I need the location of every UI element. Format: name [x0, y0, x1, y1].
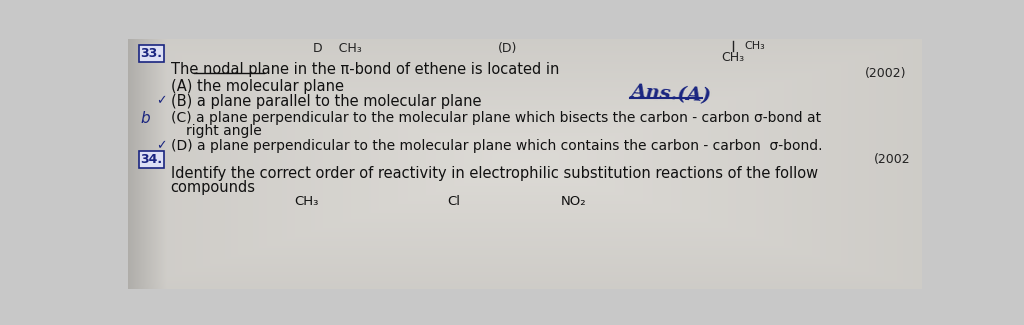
Text: ✓: ✓ [156, 139, 167, 152]
Text: 34.: 34. [140, 153, 163, 166]
FancyBboxPatch shape [139, 45, 164, 62]
Text: CH₃: CH₃ [744, 41, 765, 51]
Text: (B) a plane parallel to the molecular plane: (B) a plane parallel to the molecular pl… [171, 95, 481, 110]
Text: Identify the correct order of reactivity in electrophilic substitution reactions: Identify the correct order of reactivity… [171, 166, 818, 181]
Text: (A) the molecular plane: (A) the molecular plane [171, 79, 344, 94]
Text: ✓: ✓ [156, 95, 167, 108]
Text: CH₃: CH₃ [721, 51, 744, 64]
Text: right angle: right angle [186, 124, 262, 138]
Text: (C) a plane perpendicular to the molecular plane which bisects the carbon - carb: (C) a plane perpendicular to the molecul… [171, 111, 821, 124]
Text: (D): (D) [498, 42, 517, 55]
Text: (2002: (2002 [874, 153, 910, 166]
Text: (D) a plane perpendicular to the molecular plane which contains the carbon - car: (D) a plane perpendicular to the molecul… [171, 139, 822, 153]
Text: Ans.(A): Ans.(A) [630, 83, 712, 105]
FancyBboxPatch shape [139, 151, 164, 168]
Text: compounds: compounds [171, 180, 256, 195]
Text: (2002): (2002) [865, 67, 907, 80]
Text: CH₃: CH₃ [294, 195, 318, 208]
Text: Cl: Cl [447, 195, 460, 208]
Text: D    CH₃: D CH₃ [313, 42, 361, 55]
Text: 33.: 33. [140, 47, 162, 60]
Text: b: b [140, 111, 150, 125]
Text: The nodal plane in the π-bond of ethene is located in: The nodal plane in the π-bond of ethene … [171, 62, 559, 77]
Text: NO₂: NO₂ [561, 195, 587, 208]
